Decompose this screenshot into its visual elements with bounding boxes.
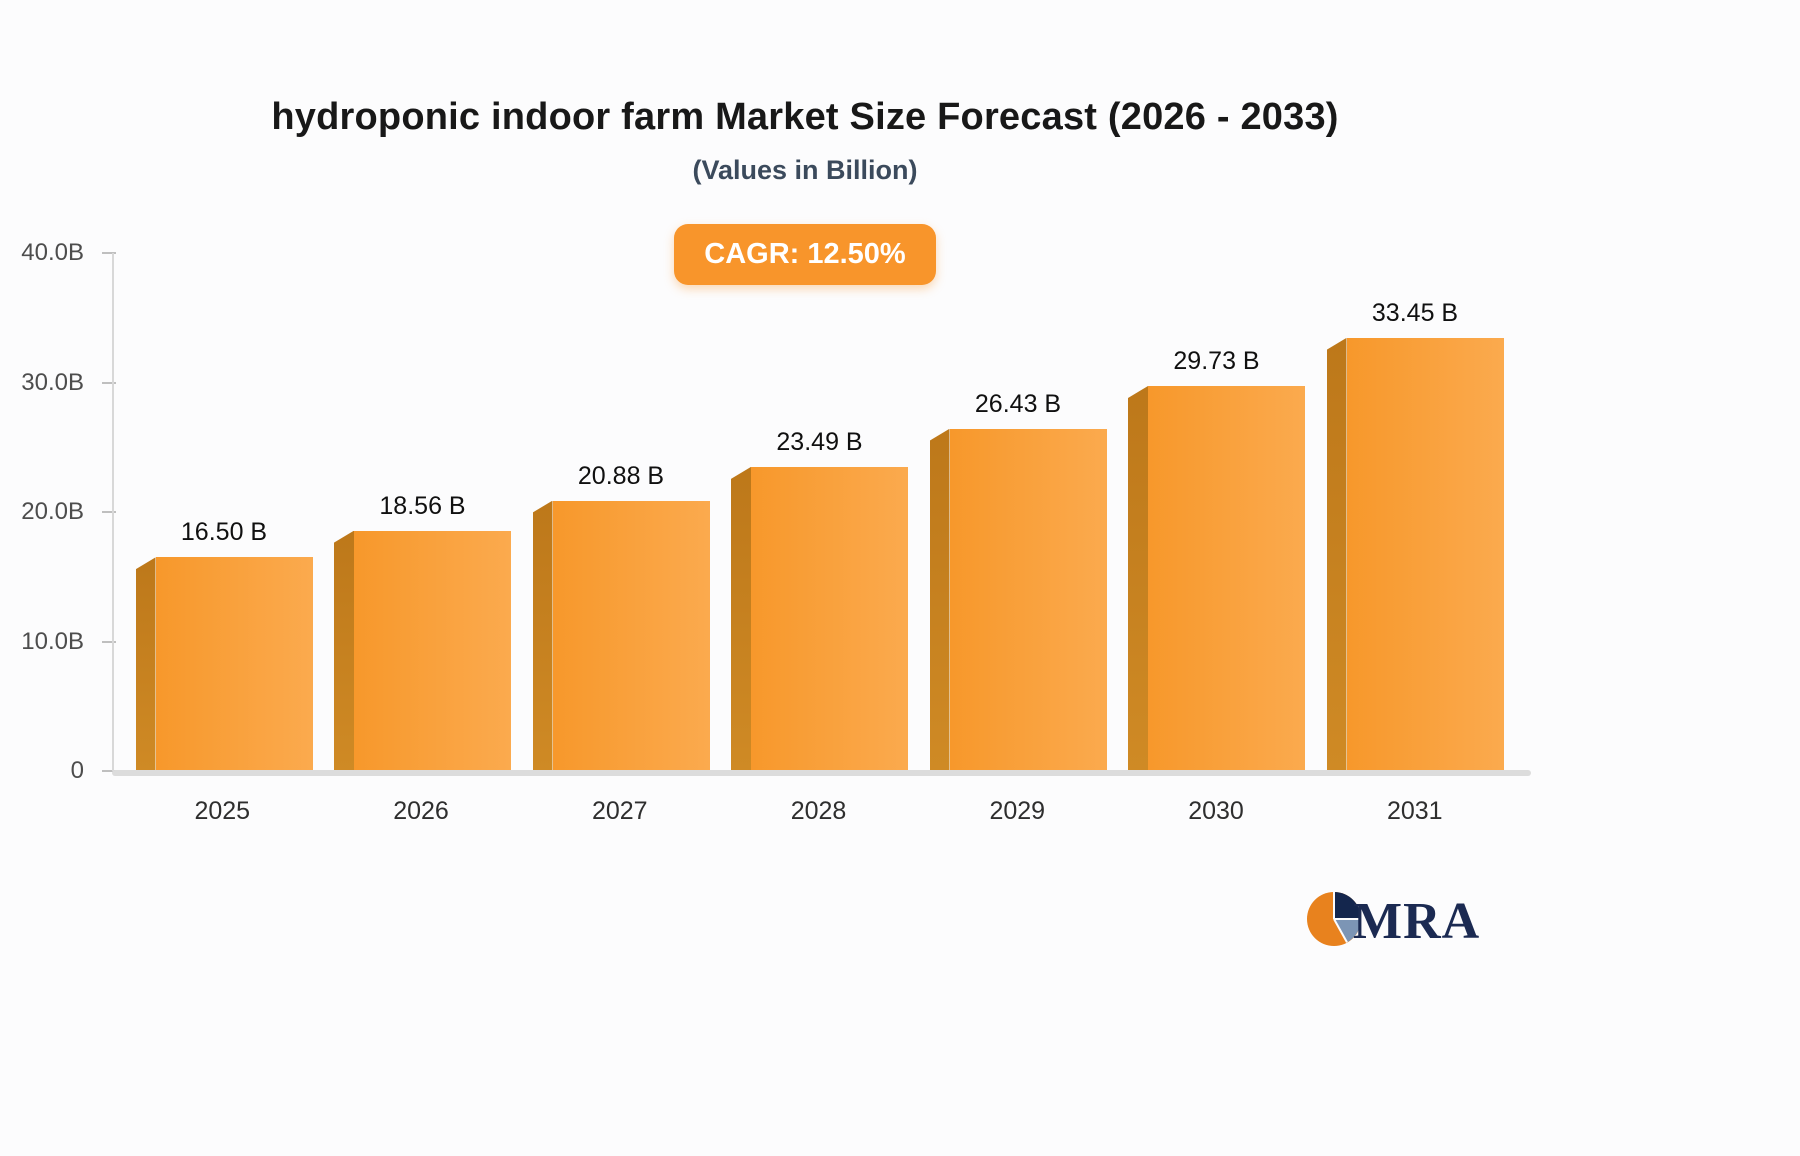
chart-body: 40.0B 30.0B 20.0B 10.0B 0 16.50 B 18.56 B 20.8… — [20, 239, 1531, 784]
bar-side-face — [334, 530, 354, 771]
bar: 23.49 B — [731, 428, 908, 771]
x-tick-label: 2030 — [1188, 797, 1244, 825]
bar-front-face — [1148, 386, 1305, 771]
bar-side-face — [731, 466, 751, 771]
bar-side-face — [929, 428, 950, 771]
bar-value-label: 26.43 B — [974, 389, 1062, 418]
bar-front-face — [1346, 337, 1504, 771]
x-tick-label: 2027 — [591, 797, 648, 825]
bar-value-label: 23.49 B — [776, 427, 863, 456]
plot-area: 16.50 B 18.56 B 20.88 B 23.49 B 26.43 B 29.73… — [112, 253, 1531, 776]
bar-front-face — [155, 557, 313, 771]
bar-value-label: 16.50 B — [180, 518, 268, 547]
chart-subtitle: (Values in Billion) — [692, 155, 918, 185]
bar: 18.56 B — [334, 492, 511, 771]
x-tick-label: 2031 — [1386, 797, 1443, 825]
bar: 16.50 B — [135, 518, 313, 771]
bar: 20.88 B — [532, 462, 710, 771]
mra-logo-text: MRA — [1353, 893, 1481, 950]
cagr-badge-row: CAGR: 12.50% — [0, 224, 1610, 285]
x-tick-label: 2026 — [393, 797, 449, 825]
bar-front-face — [552, 500, 710, 771]
bar-value-label: 18.56 B — [379, 491, 466, 520]
bar-front-face — [751, 466, 908, 771]
bar: 26.43 B — [929, 390, 1107, 771]
bar-side-face — [532, 500, 553, 771]
cagr-badge: CAGR: 12.50% — [674, 224, 936, 285]
y-tick-label: 0 — [70, 757, 84, 784]
y-tick-label: 30.0B — [21, 368, 84, 396]
y-tick-mark — [102, 252, 116, 254]
x-tick-label: 2025 — [194, 797, 251, 825]
chart-header: hydroponic indoor farm Market Size Forec… — [0, 96, 1610, 186]
mra-logo: MRA — [1305, 890, 1480, 953]
bar-value-label: 29.73 B — [1173, 347, 1260, 375]
bar-side-face — [1128, 386, 1148, 771]
y-tick-mark — [102, 381, 116, 384]
bar-side-face — [1326, 337, 1347, 771]
bar-value-label: 33.45 B — [1371, 298, 1459, 327]
bar: 33.45 B — [1326, 299, 1504, 771]
x-tick-label: 2029 — [989, 797, 1046, 825]
y-tick-label: 40.0B — [21, 239, 84, 266]
chart-title: hydroponic indoor farm Market Size Forec… — [271, 96, 1339, 138]
y-tick-mark — [102, 770, 116, 772]
bar-side-face — [135, 557, 156, 771]
y-axis: 40.0B 30.0B 20.0B 10.0B 0 — [20, 239, 116, 784]
bar-front-face — [949, 428, 1107, 771]
bars: 16.50 B 18.56 B 20.88 B 23.49 B 26.43 B 29.73… — [114, 253, 1525, 771]
x-axis-line — [112, 770, 1531, 776]
y-tick-label: 10.0B — [21, 627, 84, 655]
y-tick-label: 20.0B — [21, 498, 84, 525]
y-tick-mark — [102, 511, 116, 513]
bar-chart: 40.0B 30.0B 20.0B 10.0B 0 16.50 B 18.56 B 20.8… — [20, 239, 1531, 826]
x-tick-label: 2028 — [790, 797, 847, 825]
bar: 29.73 B — [1128, 347, 1305, 771]
mra-logo-icon — [1305, 890, 1363, 953]
y-tick-mark — [102, 640, 116, 643]
x-axis-labels: 2025 2026 2027 2028 2029 2030 2031 — [112, 797, 1525, 826]
bar-value-label: 20.88 B — [577, 461, 665, 490]
bar-front-face — [354, 530, 511, 771]
